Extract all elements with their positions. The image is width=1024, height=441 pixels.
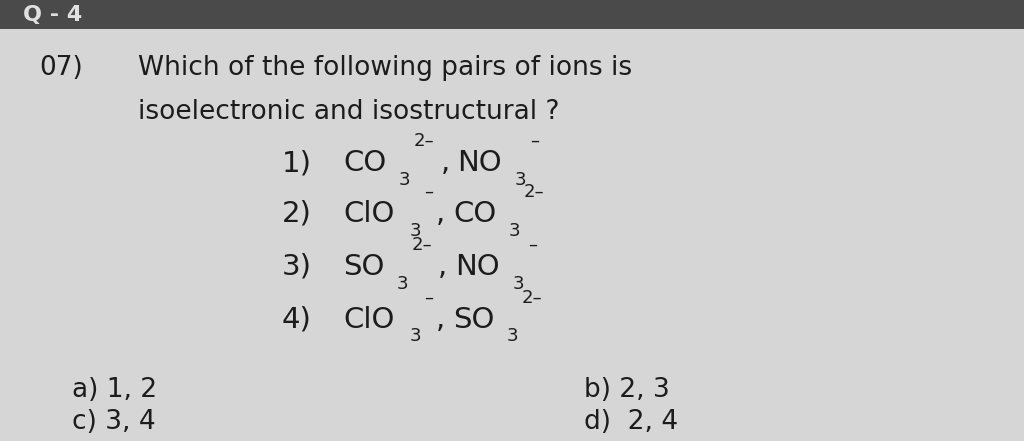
Text: 2–: 2– bbox=[412, 236, 432, 254]
Text: isoelectronic and isostructural ?: isoelectronic and isostructural ? bbox=[138, 100, 560, 125]
Text: 1): 1) bbox=[282, 149, 311, 177]
Text: 2–: 2– bbox=[521, 289, 542, 306]
Text: 3): 3) bbox=[282, 253, 311, 281]
Text: 4): 4) bbox=[282, 306, 311, 334]
Text: Q - 4: Q - 4 bbox=[23, 4, 82, 25]
Text: –: – bbox=[527, 236, 537, 254]
Text: ClO: ClO bbox=[343, 200, 394, 228]
Text: NO: NO bbox=[458, 149, 502, 177]
Text: ClO: ClO bbox=[343, 306, 394, 334]
Text: 07): 07) bbox=[39, 56, 83, 81]
Text: ,: , bbox=[438, 253, 447, 281]
Text: 2–: 2– bbox=[414, 132, 434, 150]
Text: 2): 2) bbox=[282, 200, 311, 228]
Text: Which of the following pairs of ions is: Which of the following pairs of ions is bbox=[138, 56, 633, 81]
Text: CO: CO bbox=[343, 149, 386, 177]
Text: 3: 3 bbox=[509, 222, 520, 239]
Text: ,: , bbox=[440, 149, 450, 177]
Text: 3: 3 bbox=[515, 171, 526, 189]
Text: 2–: 2– bbox=[524, 183, 545, 201]
Text: –: – bbox=[424, 183, 433, 201]
Text: SO: SO bbox=[343, 253, 384, 281]
Text: –: – bbox=[530, 132, 539, 150]
Text: 3: 3 bbox=[398, 171, 411, 189]
Text: a) 1, 2: a) 1, 2 bbox=[72, 377, 157, 403]
Bar bbox=[0, 0, 1024, 29]
Text: –: – bbox=[424, 289, 433, 306]
Text: 3: 3 bbox=[513, 275, 524, 292]
Text: c) 3, 4: c) 3, 4 bbox=[72, 410, 156, 435]
Text: 3: 3 bbox=[396, 275, 408, 292]
Text: 3: 3 bbox=[507, 328, 518, 345]
Text: NO: NO bbox=[455, 253, 500, 281]
Text: 3: 3 bbox=[410, 328, 421, 345]
Text: SO: SO bbox=[453, 306, 495, 334]
Text: CO: CO bbox=[453, 200, 497, 228]
Text: ,: , bbox=[436, 200, 445, 228]
Text: b) 2, 3: b) 2, 3 bbox=[584, 377, 670, 403]
Text: 3: 3 bbox=[410, 222, 421, 239]
Text: ,: , bbox=[436, 306, 445, 334]
Text: d)  2, 4: d) 2, 4 bbox=[584, 410, 678, 435]
